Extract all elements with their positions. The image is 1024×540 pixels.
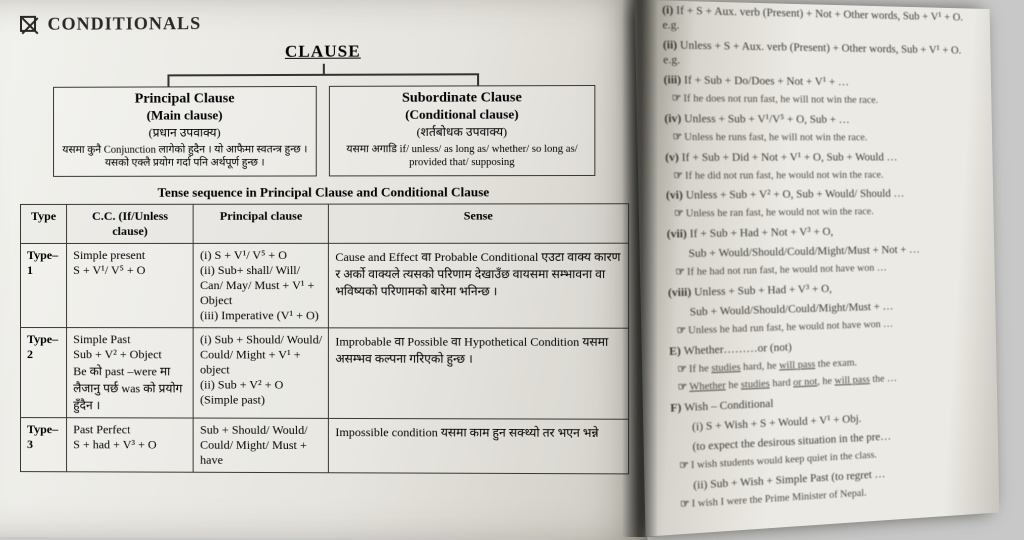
table-cell: Simple Past Sub + V² + Object Be को past… — [67, 328, 194, 418]
principal-title: Principal Clause — [62, 91, 308, 108]
subordinate-note: यसमा अगाडि if/ unless/ as long as/ wheth… — [338, 143, 586, 170]
list-item: ☞If he does not run fast, he will not wi… — [664, 92, 980, 108]
pointer-icon: ☞ — [674, 208, 686, 222]
list-item: ☞If he did not run fast, he would not wi… — [665, 168, 980, 183]
table-row: Type–2Simple Past Sub + V² + Object Be क… — [21, 328, 629, 420]
rule-label: (v) — [665, 149, 682, 163]
example-text: Whether he studies hard or not, he will … — [689, 373, 897, 394]
rule-label: F) — [670, 400, 684, 415]
subordinate-clause-box: Subordinate Clause (Conditional clause) … — [329, 85, 595, 177]
list-item: (vii) If + Sub + Had + Not + V³ + O, — [667, 222, 982, 241]
rule-text: If + S + Aux. verb (Present) + Not + Oth… — [662, 3, 963, 32]
list-item: (ii) Unless + S + Aux. verb (Present) + … — [663, 37, 979, 71]
right-rule-list: (i) If + S + Aux. verb (Present) + Not +… — [662, 1, 987, 513]
table-cell: Type–1 — [21, 244, 67, 328]
rule-label: (iv) — [664, 111, 684, 125]
pointer-icon: ☞ — [672, 92, 684, 106]
clause-heading: CLAUSE — [20, 40, 629, 63]
principal-clause-box: Principal Clause (Main clause) (प्रधान उ… — [53, 86, 317, 177]
example-text: If he did not run fast, he would not win… — [685, 169, 884, 182]
rule-text: If + Sub + Had + Not + V³ + O, — [690, 224, 834, 240]
tense-table: Type C.C. (If/Unless clause) Principal c… — [20, 203, 629, 474]
principal-note: यसमा कुनै Conjunction लागेको हुदैन । यो … — [62, 143, 308, 170]
section-title-text: CONDITIONALS — [48, 13, 202, 34]
table-cell: Simple present S + V¹/ V⁵ + O — [67, 244, 194, 328]
table-header-row: Type C.C. (If/Unless clause) Principal c… — [21, 204, 629, 244]
col-pc: Principal clause — [194, 204, 329, 243]
list-item: (v) If + Sub + Did + Not + V¹ + O, Sub +… — [665, 149, 980, 164]
pointer-icon: ☞ — [677, 363, 689, 377]
col-cc: C.C. (If/Unless clause) — [67, 205, 194, 244]
pointer-icon: ☞ — [679, 459, 691, 473]
rule-text: Unless + S + Aux. verb (Present) + Other… — [663, 38, 961, 67]
principal-subtitle: (Main clause) — [62, 107, 308, 124]
example-text: Unless he runs fast, he will not win the… — [684, 131, 867, 143]
table-cell: (i) Sub + Should/ Would/ Could/ Might + … — [194, 328, 329, 419]
rule-text: Unless + Sub + V² + O, Sub + Would/ Shou… — [686, 186, 905, 201]
rule-text: If + Sub + Did + Not + V¹ + O, Sub + Wou… — [682, 149, 898, 163]
pointer-icon: ☞ — [675, 266, 687, 280]
rule-label: (i) — [662, 3, 676, 17]
subordinate-dev: (शर्तबोधक उपवाक्य) — [338, 122, 586, 140]
rule-label: (iii) — [663, 72, 684, 86]
example-text: If he studies hard, he will pass the exa… — [689, 356, 857, 374]
table-cell: Sub + Should/ Would/ Could/ Might/ Must … — [194, 418, 329, 473]
list-item: ☞If he had not run fast, he would not ha… — [667, 260, 982, 280]
list-item: (iv) Unless + Sub + V¹/V⁵ + O, Sub + … — [664, 111, 979, 127]
bullet-icon — [20, 16, 36, 32]
table-cell: Improbable वा Possible वा Hypothetical C… — [329, 328, 629, 419]
table-row: Type–1Simple present S + V¹/ V⁵ + O(i) S… — [21, 243, 629, 328]
pointer-icon: ☞ — [672, 131, 684, 145]
left-page: CONDITIONALS CLAUSE Principal Clause (Ma… — [0, 0, 648, 540]
rule-label: (ii) — [663, 37, 680, 51]
subordinate-subtitle: (Conditional clause) — [338, 106, 586, 123]
rule-text: Unless + Sub + Had + V³ + O, — [694, 281, 832, 298]
rule-text: If + Sub + Do/Does + Not + V¹ + … — [684, 73, 849, 89]
pointer-icon: ☞ — [680, 498, 692, 512]
rule-label: (viii) — [668, 284, 694, 299]
col-sense: Sense — [329, 204, 629, 244]
rule-label: E) — [669, 343, 684, 357]
list-item: (vi) Unless + Sub + V² + O, Sub + Would/… — [666, 186, 981, 203]
principal-dev: (प्रधान उपवाक्य) — [62, 123, 308, 141]
list-item: (i) If + S + Aux. verb (Present) + Not +… — [662, 3, 978, 39]
section-title: CONDITIONALS — [20, 11, 629, 35]
table-cell: Past Perfect S + had + V³ + O — [67, 418, 194, 473]
subordinate-title: Subordinate Clause — [338, 90, 586, 107]
rule-label: (vii) — [667, 226, 690, 240]
table-cell: Type–2 — [21, 328, 67, 418]
list-item: Sub + Would/Should/Could/Might/Must + No… — [667, 241, 982, 261]
list-item: (iii) If + Sub + Do/Does + Not + V¹ + … — [663, 72, 979, 90]
example-text: If he had not run fast, he would not hav… — [687, 262, 887, 278]
pointer-icon: ☞ — [678, 381, 690, 395]
clause-boxes: Principal Clause (Main clause) (प्रधान उ… — [20, 85, 629, 177]
rule-text: Unless + Sub + V¹/V⁵ + O, Sub + … — [684, 111, 850, 126]
rule-text: Whether………or (not) — [684, 339, 792, 357]
right-page: (i) If + S + Aux. verb (Present) + Not +… — [634, 0, 999, 537]
table-cell: Impossible condition यसमा काम हुन सक्थ्य… — [329, 419, 629, 474]
example-text: Unless he had run fast, he would not hav… — [688, 318, 893, 336]
rule-text: Wish – Conditional — [684, 396, 773, 414]
example-text: Unless he ran fast, he would not win the… — [686, 206, 874, 220]
table-cell: Cause and Effect वा Probable Conditional… — [329, 243, 629, 328]
list-item: ☞Unless he runs fast, he will not win th… — [665, 131, 980, 145]
col-type: Type — [21, 205, 67, 244]
pointer-icon: ☞ — [673, 169, 685, 183]
list-item: ☞Unless he ran fast, he would not win th… — [666, 205, 981, 222]
tree-connector — [80, 63, 568, 87]
table-row: Type–3Past Perfect S + had + V³ + OSub +… — [21, 418, 629, 474]
pointer-icon: ☞ — [676, 324, 688, 338]
table-cell: (i) S + V¹/ V⁵ + O (ii) Sub+ shall/ Will… — [194, 244, 329, 329]
rule-label: (vi) — [666, 188, 686, 202]
table-cell: Type–3 — [21, 418, 67, 472]
example-text: If he does not run fast, he will not win… — [683, 92, 878, 105]
tense-caption: Tense sequence in Principal Clause and C… — [20, 184, 629, 201]
